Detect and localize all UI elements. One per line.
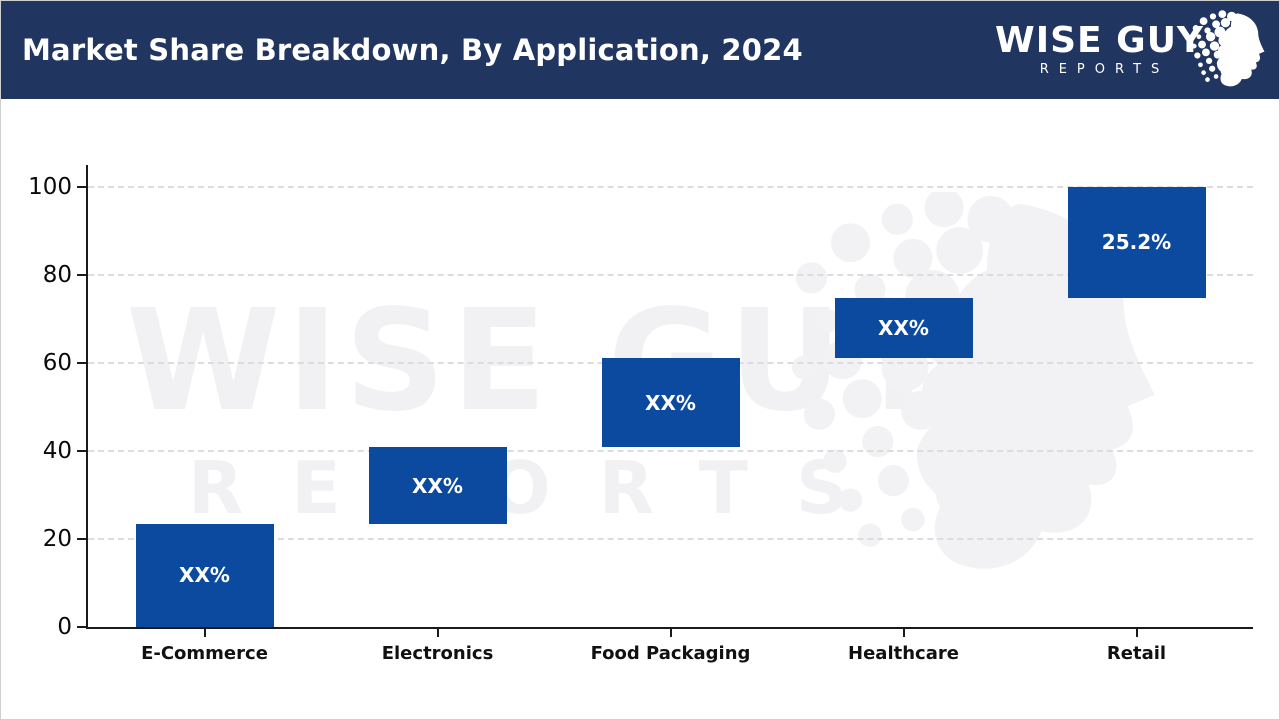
x-tick-mark	[669, 629, 672, 637]
gridline	[88, 186, 1253, 188]
x-axis-spine	[86, 627, 1253, 629]
brand-head-icon	[1188, 10, 1266, 90]
x-tick-label: Retail	[1106, 643, 1167, 664]
x-tick-mark	[902, 629, 905, 637]
x-tick-label: Electronics	[381, 643, 494, 664]
chart-title: Market Share Breakdown, By Application, …	[22, 32, 803, 67]
y-tick-mark	[77, 274, 86, 276]
y-tick-mark	[77, 450, 86, 452]
gridline	[88, 538, 1253, 540]
bar-value-label: XX%	[645, 390, 696, 415]
bar: XX%	[834, 297, 973, 359]
bar-value-label: XX%	[179, 563, 230, 588]
y-axis-spine	[86, 165, 88, 629]
y-tick-label: 40	[42, 438, 72, 464]
brand-logo-subtitle: REPORTS	[1039, 61, 1170, 77]
watermark-text-line2: REPORTS	[188, 446, 896, 530]
gridline	[88, 450, 1253, 452]
x-tick-label: Food Packaging	[590, 643, 751, 664]
x-tick-mark	[1135, 629, 1138, 637]
y-tick-label: 60	[42, 350, 72, 376]
x-tick-mark	[203, 629, 206, 637]
brand-logo: WISE GUY REPORTS	[995, 10, 1266, 90]
y-tick-label: 100	[28, 174, 72, 200]
y-tick-mark	[77, 626, 86, 628]
bar: XX%	[368, 447, 507, 524]
brand-logo-name: WISE GUY	[994, 19, 1204, 61]
plot-area: 0 20 40 60 80 100 XX% E-Commerce XX% Electronics X…	[28, 165, 1253, 664]
gridline	[88, 274, 1253, 276]
bar: XX%	[601, 358, 740, 448]
y-tick-label: 80	[42, 262, 72, 288]
y-tick-label: 20	[42, 526, 72, 552]
bar-value-label: 25.2%	[1101, 230, 1172, 255]
x-tick-mark	[436, 629, 439, 637]
header-bar: Market Share Breakdown, By Application, …	[0, 0, 1280, 99]
y-tick-mark	[77, 186, 86, 188]
bar-value-label: XX%	[412, 473, 463, 498]
y-tick-mark	[77, 362, 86, 364]
bar: XX%	[135, 523, 274, 627]
y-tick-mark	[77, 538, 86, 540]
y-tick-label: 0	[57, 614, 72, 640]
x-tick-label: E-Commerce	[141, 643, 268, 664]
bar: 25.2%	[1067, 187, 1206, 298]
x-tick-label: Healthcare	[848, 643, 959, 664]
bar-value-label: XX%	[878, 316, 929, 340]
